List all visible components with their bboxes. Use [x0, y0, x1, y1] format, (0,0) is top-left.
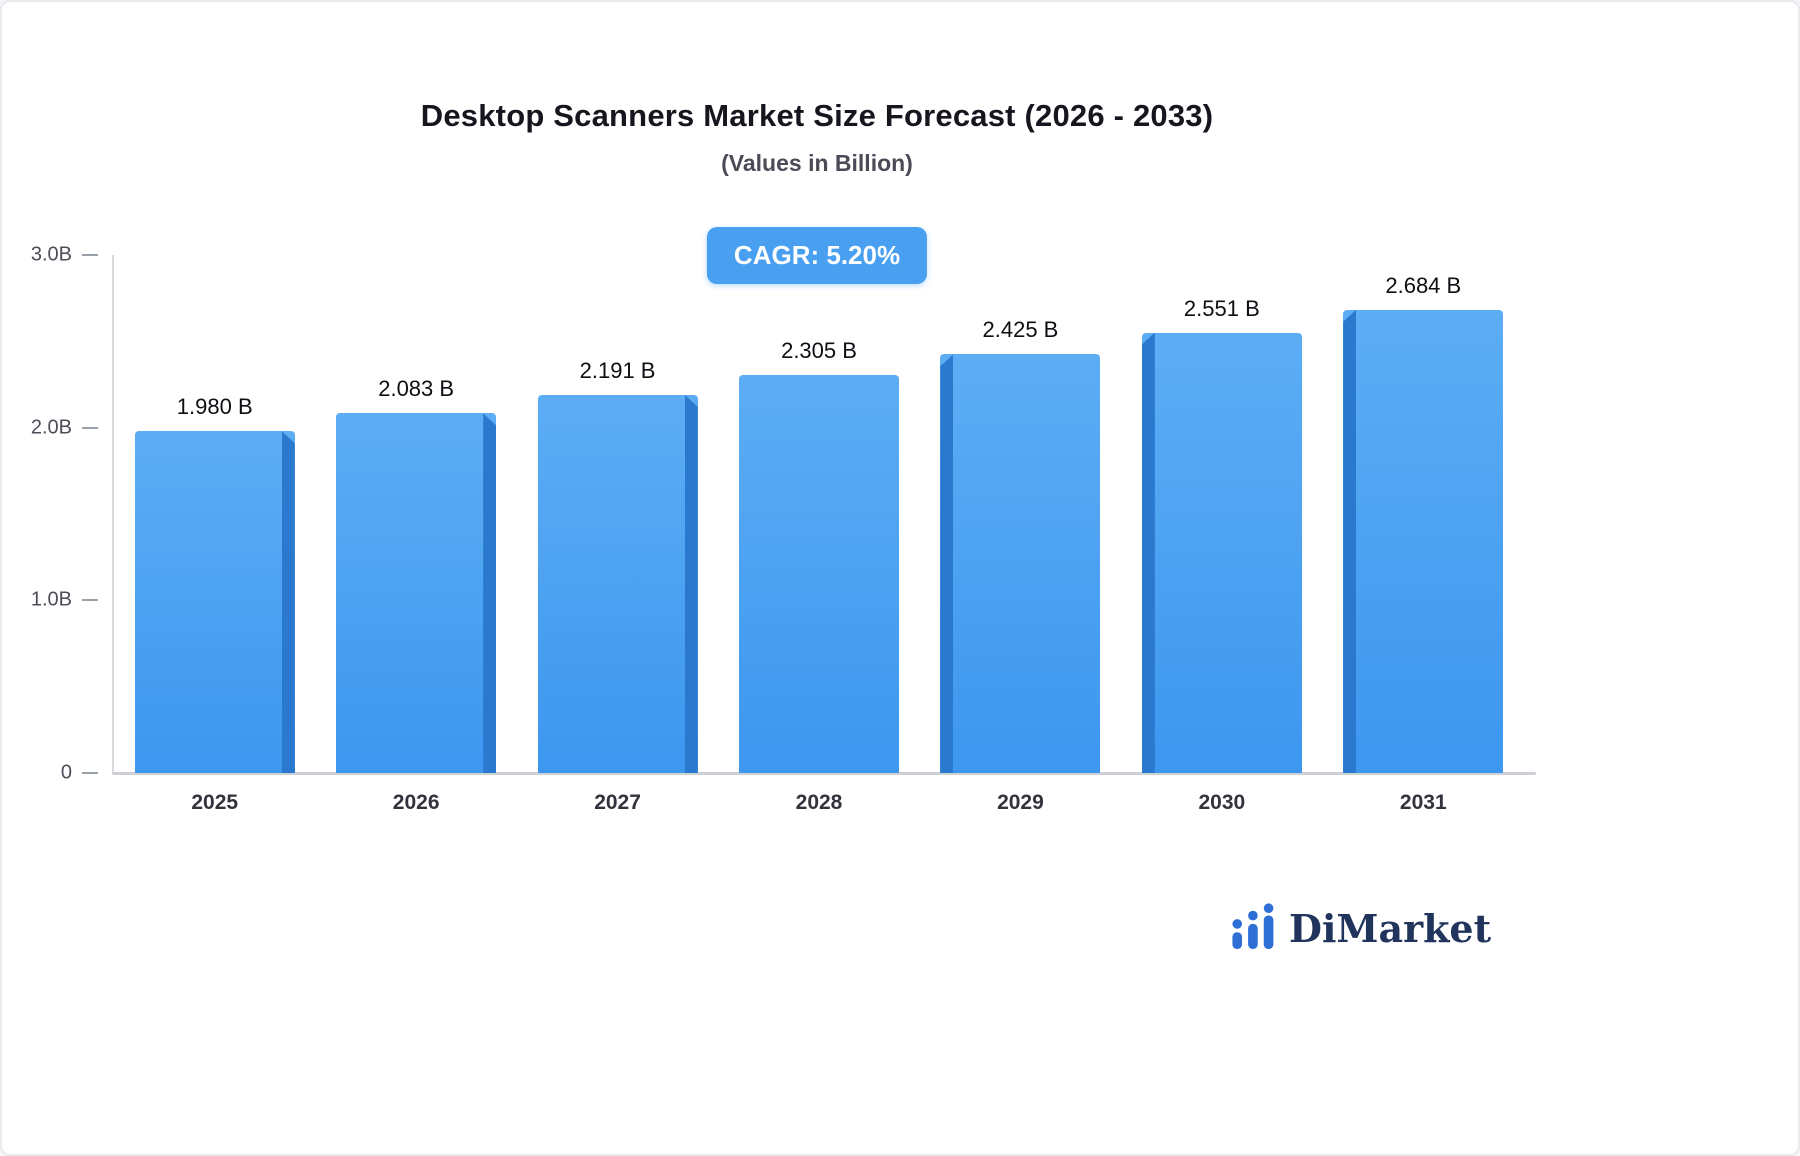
x-axis-label: 2026: [392, 791, 440, 814]
bar-group-2028: 2.305 B 2028: [739, 255, 899, 814]
y-tick-label: 3.0B: [30, 243, 72, 266]
bar-value-label: 2.083 B: [378, 376, 455, 402]
bar-3d-side: [1141, 332, 1155, 773]
bar-group-2025: 1.980 B 2025: [134, 255, 295, 814]
bar-group-2029: 2.425 B 2029: [940, 255, 1101, 814]
chart-subtitle: (Values in Billion): [721, 150, 913, 176]
bar-group-2026: 2.083 B 2026: [336, 255, 497, 814]
x-axis-label: 2031: [1399, 791, 1447, 814]
plot-area: 1.980 B 2025 2.083 B 2026 2.191 B 2027 2.305 B…: [112, 255, 1536, 814]
bar-3d-side: [940, 354, 954, 773]
y-tick-mark: [82, 599, 98, 602]
bar-group-2027: 2.191 B 2027: [537, 255, 698, 814]
bar-3d-side: [483, 413, 497, 773]
bar-chart-icon: [1232, 903, 1274, 949]
bar-value-label: 2.305 B: [781, 338, 857, 364]
x-axis-label: 2030: [1198, 791, 1246, 814]
y-tick-label: 0: [60, 761, 72, 784]
bar-3d-side: [281, 431, 295, 773]
cagr-badge: CAGR: 5.20%: [706, 227, 928, 284]
bar-3d-side: [1343, 309, 1357, 773]
bar-value-label: 2.684 B: [1385, 272, 1462, 298]
y-tick-mark: [82, 426, 98, 429]
y-axis: 0 1.0B 2.0B 3.0B: [2, 244, 112, 784]
dimarket-logo: DiMarket: [1232, 903, 1491, 949]
bar-value-label: 2.425 B: [982, 317, 1059, 343]
bar: [1343, 309, 1504, 773]
y-tick-label: 1.0B: [30, 588, 72, 611]
bar-group-2031: 2.684 B 2031: [1343, 255, 1504, 814]
y-tick-mark: [82, 254, 98, 256]
bar: [739, 375, 899, 773]
x-axis-line: [112, 772, 1536, 775]
bar-value-label: 2.551 B: [1183, 295, 1260, 321]
bar: [1141, 332, 1302, 773]
x-axis-label: 2025: [191, 791, 239, 814]
bar: [537, 394, 698, 773]
logo-text: DiMarket: [1289, 906, 1492, 952]
bar: [940, 354, 1101, 773]
y-tick-label: 2.0B: [30, 416, 72, 439]
bar-value-label: 2.191 B: [579, 357, 656, 383]
bar: [134, 431, 295, 773]
bar-3d-side: [684, 394, 698, 773]
bar: [336, 413, 497, 773]
x-axis-label: 2027: [594, 791, 641, 814]
bar-value-label: 1.980 B: [176, 394, 253, 420]
x-axis-label: 2028: [795, 791, 843, 814]
x-axis-label: 2029: [997, 791, 1044, 814]
y-tick-mark: [82, 772, 98, 774]
bar-group-2030: 2.551 B 2030: [1141, 255, 1302, 814]
chart-title: Desktop Scanners Market Size Forecast (2…: [420, 98, 1214, 133]
